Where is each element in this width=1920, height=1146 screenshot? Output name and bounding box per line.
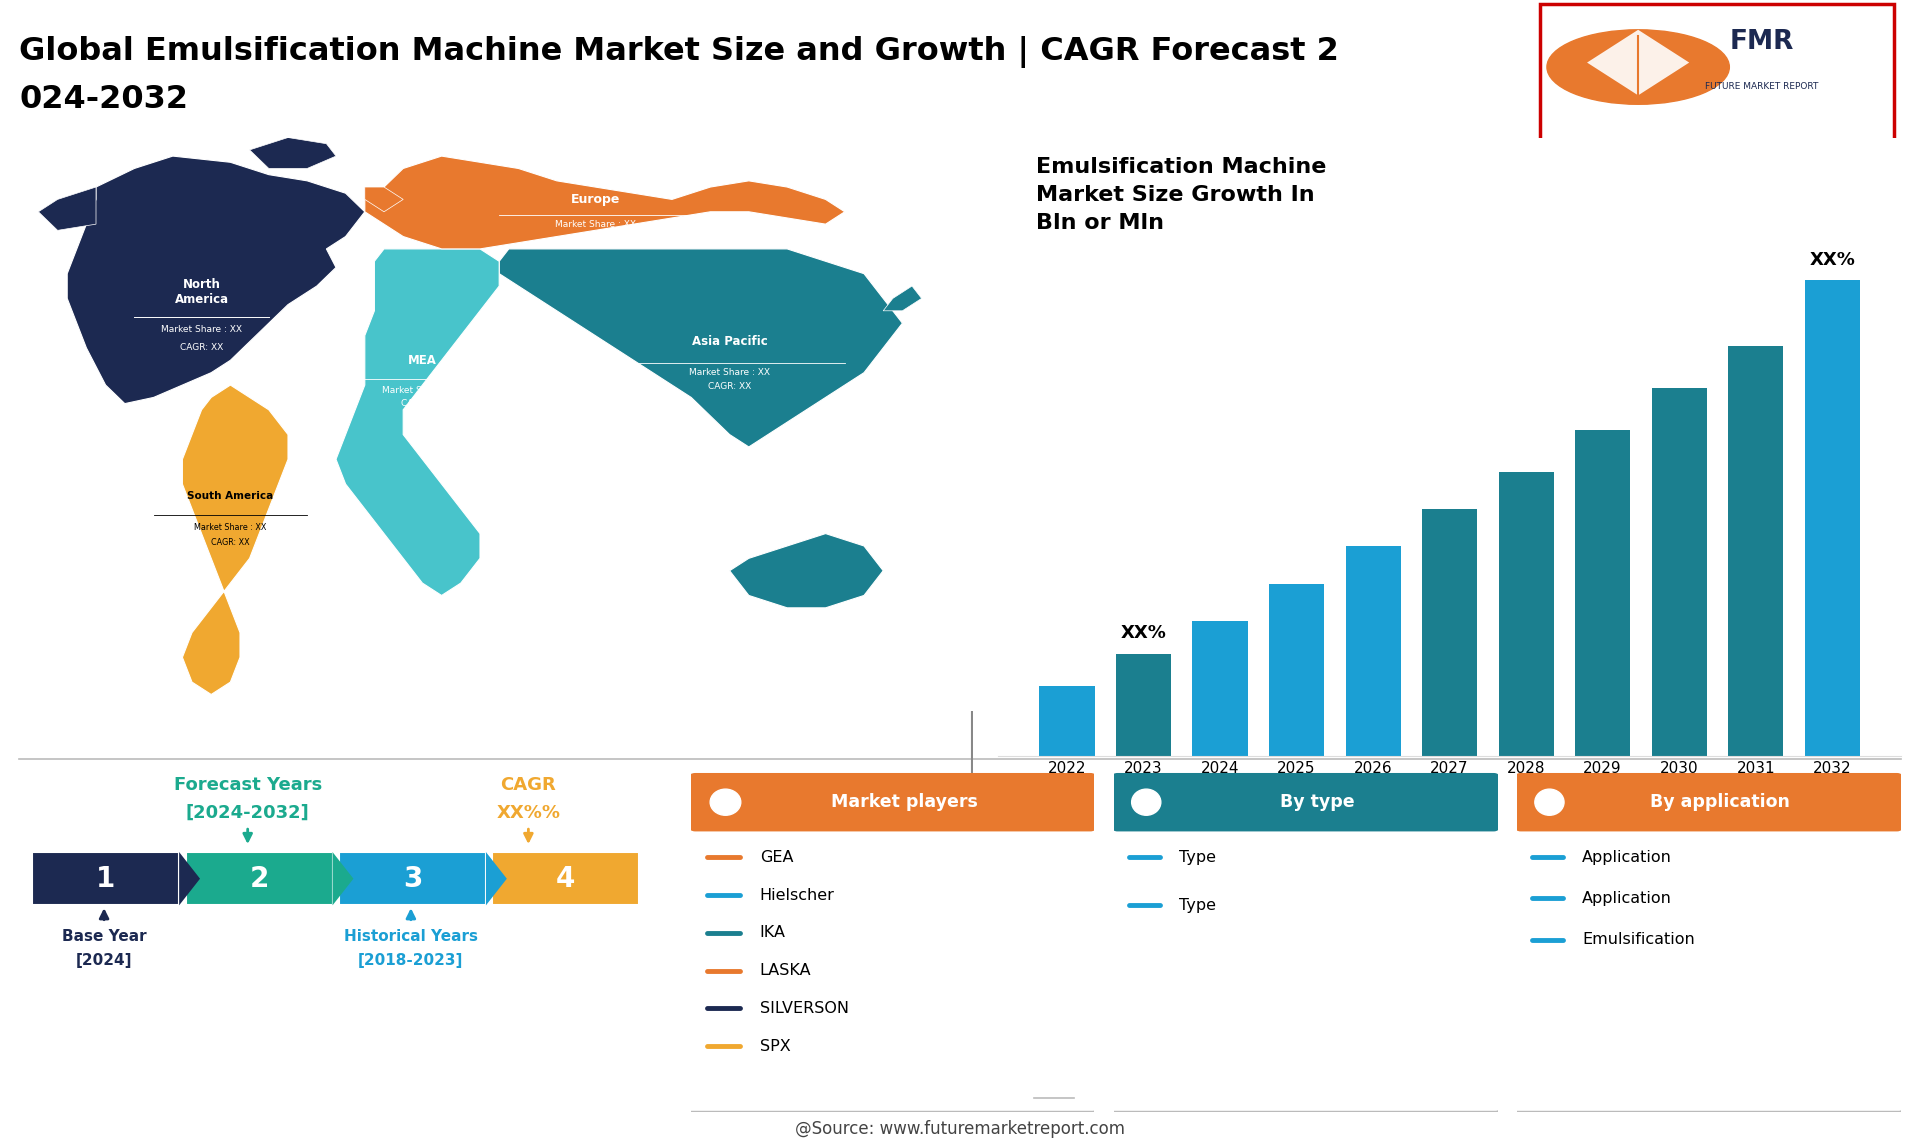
Text: [2024]: [2024] xyxy=(75,952,132,968)
Text: [2024-2032]: [2024-2032] xyxy=(186,803,309,822)
Text: XX%: XX% xyxy=(1121,625,1167,642)
Text: FMR: FMR xyxy=(1730,29,1795,55)
Bar xyxy=(1346,547,1400,756)
FancyBboxPatch shape xyxy=(1515,774,1903,832)
Polygon shape xyxy=(38,187,96,230)
Text: Application: Application xyxy=(1582,890,1672,906)
Circle shape xyxy=(1534,790,1565,815)
Circle shape xyxy=(1131,790,1162,815)
Text: Market Share : XX: Market Share : XX xyxy=(689,368,770,377)
Text: Emulsification: Emulsification xyxy=(1582,932,1695,948)
Circle shape xyxy=(710,790,741,815)
FancyBboxPatch shape xyxy=(493,853,639,905)
Text: Europe: Europe xyxy=(570,193,620,206)
Bar xyxy=(1574,430,1630,756)
Bar xyxy=(1269,583,1325,756)
Polygon shape xyxy=(179,853,200,905)
Polygon shape xyxy=(730,534,883,607)
Polygon shape xyxy=(67,156,365,403)
Bar xyxy=(1728,346,1784,756)
Text: MEA: MEA xyxy=(407,354,438,367)
Polygon shape xyxy=(336,249,499,596)
Text: XX%%: XX%% xyxy=(497,803,561,822)
Text: North
America: North America xyxy=(175,278,228,306)
Bar xyxy=(1423,509,1476,756)
Polygon shape xyxy=(883,286,922,311)
Text: 4: 4 xyxy=(557,865,576,893)
Polygon shape xyxy=(486,853,507,905)
Text: @Source: www.futuremarketreport.com: @Source: www.futuremarketreport.com xyxy=(795,1120,1125,1138)
Text: Type: Type xyxy=(1179,849,1215,865)
FancyBboxPatch shape xyxy=(689,774,1096,832)
FancyBboxPatch shape xyxy=(340,853,486,905)
Text: Hielscher: Hielscher xyxy=(760,887,835,903)
Polygon shape xyxy=(250,138,336,168)
Text: Historical Years: Historical Years xyxy=(344,928,478,944)
Bar xyxy=(1500,472,1553,756)
Text: 1: 1 xyxy=(96,865,115,893)
Text: South America: South America xyxy=(188,492,273,502)
Text: Market players: Market players xyxy=(831,793,979,811)
Bar xyxy=(1805,281,1860,756)
Text: FUTURE MARKET REPORT: FUTURE MARKET REPORT xyxy=(1705,81,1818,91)
Text: Market Share : XX: Market Share : XX xyxy=(555,220,636,229)
Bar xyxy=(1651,387,1707,756)
Text: XX%: XX% xyxy=(1809,251,1855,268)
Polygon shape xyxy=(499,249,902,447)
Text: Market Share : XX: Market Share : XX xyxy=(194,523,267,532)
Text: SILVERSON: SILVERSON xyxy=(760,1000,849,1017)
Text: 2: 2 xyxy=(250,865,269,893)
Text: CAGR: XX: CAGR: XX xyxy=(211,539,250,548)
Text: By application: By application xyxy=(1651,793,1789,811)
Bar xyxy=(1192,621,1248,756)
Text: CAGR: XX: CAGR: XX xyxy=(708,382,751,391)
Text: LASKA: LASKA xyxy=(760,963,812,979)
Bar xyxy=(1116,653,1171,756)
Text: Application: Application xyxy=(1582,849,1672,865)
Circle shape xyxy=(1548,30,1730,104)
Text: Global Emulsification Machine Market Size and Growth | CAGR Forecast 2: Global Emulsification Machine Market Siz… xyxy=(19,37,1338,69)
Text: CAGR: XX: CAGR: XX xyxy=(574,234,616,242)
Text: 024-2032: 024-2032 xyxy=(19,84,188,115)
FancyBboxPatch shape xyxy=(33,853,179,905)
Polygon shape xyxy=(365,187,403,212)
FancyBboxPatch shape xyxy=(1540,5,1893,146)
Text: Base Year: Base Year xyxy=(61,928,146,944)
Polygon shape xyxy=(1588,30,1690,95)
Text: 3: 3 xyxy=(403,865,422,893)
Polygon shape xyxy=(182,385,288,694)
Text: Emulsification Machine
Market Size Growth In
Bln or Mln: Emulsification Machine Market Size Growt… xyxy=(1037,157,1327,233)
Text: GEA: GEA xyxy=(760,849,793,865)
Text: By type: By type xyxy=(1281,793,1354,811)
Text: [2018-2023]: [2018-2023] xyxy=(359,952,463,968)
Text: CAGR: XX: CAGR: XX xyxy=(401,399,444,408)
Text: Market Share : XX: Market Share : XX xyxy=(382,385,463,394)
Text: Market Share : XX: Market Share : XX xyxy=(161,324,242,333)
Polygon shape xyxy=(332,853,353,905)
Text: Type: Type xyxy=(1179,897,1215,913)
Polygon shape xyxy=(365,156,845,249)
FancyBboxPatch shape xyxy=(186,853,332,905)
Text: CAGR: CAGR xyxy=(501,776,557,794)
Text: Asia Pacific: Asia Pacific xyxy=(691,336,768,348)
Text: Forecast Years: Forecast Years xyxy=(173,776,323,794)
Text: SPX: SPX xyxy=(760,1038,791,1054)
FancyBboxPatch shape xyxy=(1112,774,1500,832)
Bar xyxy=(1039,686,1094,756)
Text: CAGR: XX: CAGR: XX xyxy=(180,344,223,353)
Text: IKA: IKA xyxy=(760,925,785,941)
